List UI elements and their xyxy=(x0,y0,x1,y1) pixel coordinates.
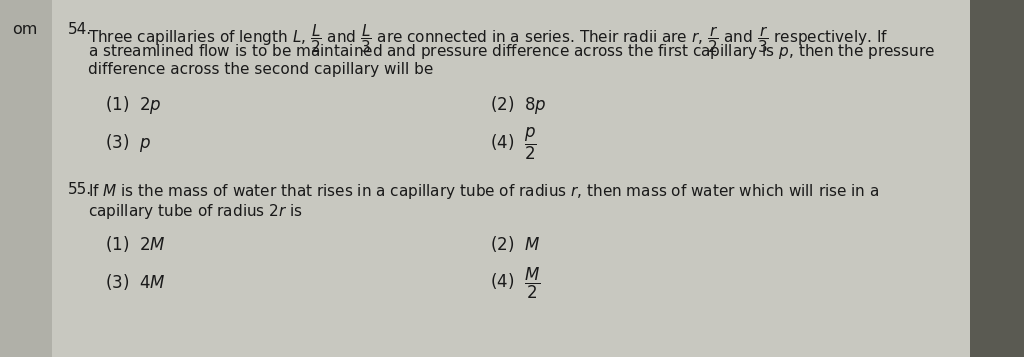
Text: Three capillaries of length $L$, $\dfrac{L}{2}$ and $\dfrac{L}{3}$ are connected: Three capillaries of length $L$, $\dfrac… xyxy=(88,22,889,55)
Text: capillary tube of radius $2r$ is: capillary tube of radius $2r$ is xyxy=(88,202,303,221)
Text: (2)  $8p$: (2) $8p$ xyxy=(490,94,547,116)
Text: (1)  $2M$: (1) $2M$ xyxy=(105,234,166,254)
Bar xyxy=(0,0,52,357)
Text: a streamlined flow is to be maintained and pressure difference across the first : a streamlined flow is to be maintained a… xyxy=(88,42,935,61)
Text: om: om xyxy=(12,22,37,37)
Text: (4)  $\dfrac{p}{2}$: (4) $\dfrac{p}{2}$ xyxy=(490,126,537,162)
Text: (3)  $4M$: (3) $4M$ xyxy=(105,272,166,292)
Bar xyxy=(970,0,1024,357)
Text: (2)  $M$: (2) $M$ xyxy=(490,234,540,254)
Text: If $M$ is the mass of water that rises in a capillary tube of radius $r$, then m: If $M$ is the mass of water that rises i… xyxy=(88,182,880,201)
Text: difference across the second capillary will be: difference across the second capillary w… xyxy=(88,62,433,77)
Text: 55.: 55. xyxy=(68,182,92,197)
Text: (3)  $p$: (3) $p$ xyxy=(105,132,151,154)
Text: 54.: 54. xyxy=(68,22,92,37)
Text: (4)  $\dfrac{M}{2}$: (4) $\dfrac{M}{2}$ xyxy=(490,266,541,301)
Text: (1)  $2p$: (1) $2p$ xyxy=(105,94,162,116)
